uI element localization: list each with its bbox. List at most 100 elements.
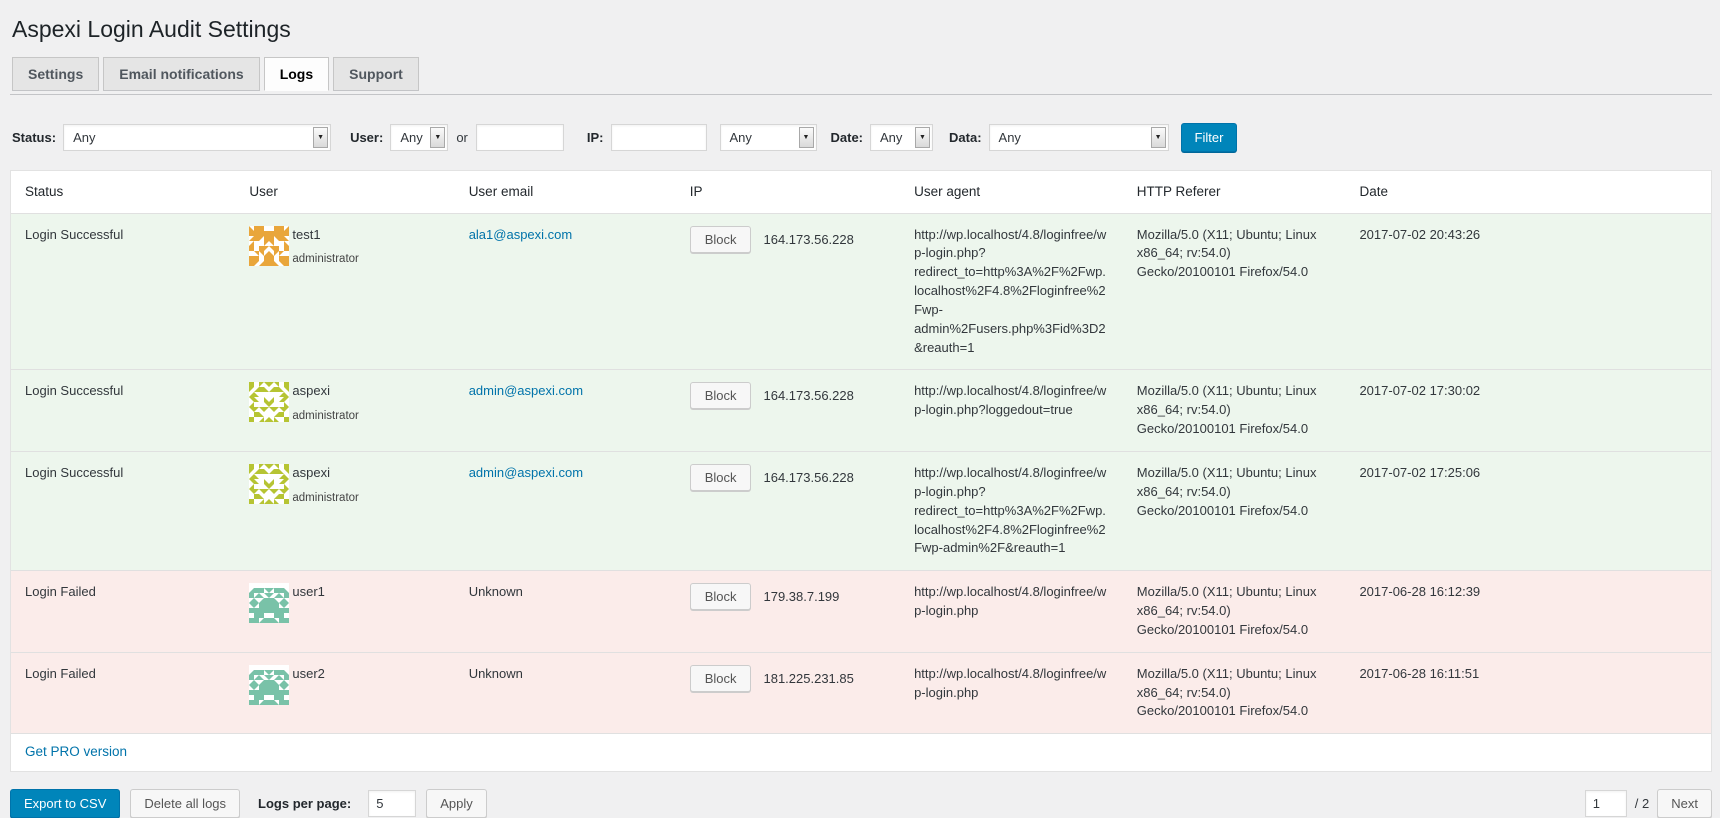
get-pro-link[interactable]: Get PRO version	[25, 744, 128, 760]
user-name: aspexi	[292, 383, 330, 399]
status-text: Login Successful	[25, 465, 124, 480]
user-role: administrator	[292, 253, 359, 266]
table-row: Login Successful test1 administrator ala…	[11, 212, 1711, 370]
date-text: 2017-06-28 16:11:51	[1359, 665, 1480, 681]
user-name: aspexi	[292, 465, 330, 480]
block-button[interactable]: Block	[689, 664, 752, 692]
user-agent-text: http://wp.localhost/4.8/loginfree/wp-log…	[914, 465, 1107, 556]
status-filter-label: Status:	[12, 130, 57, 145]
user-agent-text: http://wp.localhost/4.8/loginfree/wp-log…	[914, 383, 1107, 418]
page-number-input[interactable]	[1584, 790, 1627, 818]
date-filter-value: Any	[880, 130, 903, 145]
date-text: 2017-07-02 17:30:02	[1359, 383, 1481, 399]
page-total-label: / 2	[1634, 796, 1650, 812]
ip-address: 164.173.56.228	[763, 231, 854, 247]
logs-per-page-label: Logs per page:	[258, 796, 352, 812]
avatar	[249, 583, 290, 624]
tab-logs[interactable]: Logs	[263, 57, 330, 91]
block-button[interactable]: Block	[689, 464, 752, 491]
tab-support[interactable]: Support	[333, 57, 419, 91]
chevron-down-icon: ▼	[313, 127, 329, 148]
column-header-date: Date	[1359, 184, 1388, 199]
user-name: user2	[292, 665, 325, 681]
user-email-link[interactable]: admin@aspexi.com	[468, 465, 584, 480]
user-agent-text: http://wp.localhost/4.8/loginfree/wp-log…	[914, 226, 1107, 355]
user-filter-label: User:	[350, 130, 384, 145]
status-text: Login Failed	[25, 665, 96, 681]
get-pro-row: Get PRO version	[11, 733, 1711, 771]
date-text: 2017-07-02 20:43:26	[1359, 226, 1481, 242]
or-label: or	[456, 130, 468, 145]
status-text: Login Successful	[25, 383, 124, 399]
table-header-row: Status User User email IP User agent HTTP Ref…	[11, 171, 1711, 213]
column-header-user: User	[249, 184, 278, 199]
user-role: administrator	[292, 491, 359, 504]
avatar	[249, 382, 290, 423]
ip-input[interactable]	[610, 124, 707, 151]
block-button[interactable]: Block	[689, 225, 752, 253]
ip-any-select[interactable]: Any ▼	[719, 124, 817, 151]
user-email-link[interactable]: admin@aspexi.com	[468, 383, 584, 399]
date-filter-select[interactable]: Any ▼	[870, 124, 934, 151]
footer-bar: Export to CSV Delete all logs Logs per p…	[10, 789, 1712, 818]
table-row: Login Failed user2 Unknown Block 181.225…	[11, 651, 1711, 734]
user-name: test1	[292, 226, 321, 242]
user-text-input[interactable]	[475, 124, 564, 151]
chevron-down-icon: ▼	[915, 127, 931, 148]
chevron-down-icon: ▼	[430, 127, 446, 148]
user-email-link[interactable]: ala1@aspexi.com	[468, 226, 573, 242]
footer-left: Export to CSV Delete all logs Logs per p…	[10, 789, 487, 818]
tab-settings[interactable]: Settings	[12, 57, 100, 91]
avatar	[249, 664, 290, 705]
data-filter-select[interactable]: Any ▼	[988, 124, 1169, 151]
user-filter-value: Any	[400, 130, 423, 145]
user-email-text: Unknown	[468, 584, 523, 600]
block-button[interactable]: Block	[689, 583, 752, 611]
ip-address: 164.173.56.228	[763, 388, 854, 404]
log-table: Status User User email IP User agent HTTP Ref…	[10, 170, 1712, 773]
ip-address: 181.225.231.85	[763, 670, 854, 686]
column-header-status: Status	[25, 184, 64, 199]
user-agent-text: http://wp.localhost/4.8/loginfree/wp-log…	[914, 584, 1107, 619]
filter-bar: Status: Any ▼ User: Any ▼ or IP: Any ▼ D…	[12, 123, 1712, 152]
status-text: Login Successful	[25, 226, 124, 242]
column-header-user-email: User email	[468, 184, 534, 199]
chevron-down-icon: ▼	[798, 127, 814, 148]
user-email-text: Unknown	[468, 665, 523, 681]
http-referer-text: Mozilla/5.0 (X11; Ubuntu; Linux x86_64; …	[1136, 584, 1317, 637]
user-name: user1	[292, 584, 325, 600]
data-filter-label: Data:	[949, 130, 982, 145]
ip-address: 179.38.7.199	[763, 589, 840, 605]
filter-button[interactable]: Filter	[1180, 123, 1238, 152]
table-row: Login Failed user1 Unknown Block 179.38.…	[11, 570, 1711, 652]
avatar	[249, 464, 290, 504]
date-filter-label: Date:	[830, 130, 864, 145]
pagination: / 2 Next	[1584, 789, 1712, 818]
user-role: administrator	[292, 410, 359, 423]
date-text: 2017-06-28 16:12:39	[1359, 584, 1481, 600]
user-agent-text: http://wp.localhost/4.8/loginfree/wp-log…	[914, 665, 1107, 700]
user-filter-select[interactable]: Any ▼	[390, 124, 449, 151]
http-referer-text: Mozilla/5.0 (X11; Ubuntu; Linux x86_64; …	[1136, 383, 1317, 437]
apply-button[interactable]: Apply	[426, 789, 487, 818]
tab-email-notifications[interactable]: Email notifications	[103, 57, 260, 91]
status-text: Login Failed	[25, 584, 96, 600]
table-row: Login Successful aspexi administrator ad…	[11, 451, 1711, 571]
block-button[interactable]: Block	[689, 382, 752, 410]
ip-filter-label: IP:	[586, 130, 604, 145]
export-csv-button[interactable]: Export to CSV	[10, 789, 121, 818]
status-filter-value: Any	[73, 130, 96, 145]
delete-all-logs-button[interactable]: Delete all logs	[130, 789, 241, 818]
data-filter-value: Any	[998, 130, 1021, 145]
column-header-http-referer: HTTP Referer	[1136, 184, 1221, 199]
tab-bar: Settings Email notifications Logs Support	[10, 57, 1712, 95]
ip-address: 164.173.56.228	[763, 470, 854, 485]
column-header-ip: IP	[689, 184, 703, 199]
next-page-button[interactable]: Next	[1657, 789, 1712, 818]
avatar	[249, 225, 290, 266]
status-filter-select[interactable]: Any ▼	[63, 124, 332, 151]
column-header-user-agent: User agent	[914, 184, 981, 199]
logs-per-page-input[interactable]	[368, 790, 417, 818]
chevron-down-icon: ▼	[1150, 127, 1166, 148]
